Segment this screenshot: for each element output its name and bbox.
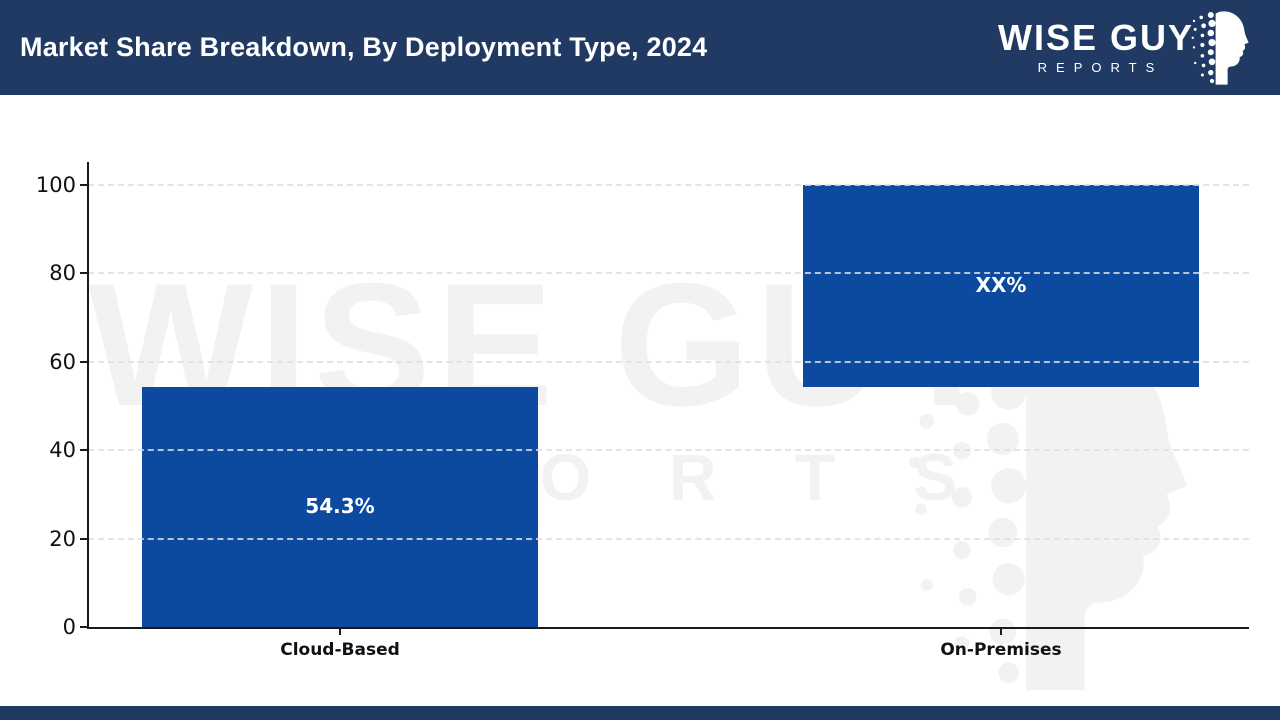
brand-logo: WISE GUY REPORTS: [998, 9, 1254, 87]
gridline-100: [88, 184, 1249, 186]
x-axis-tick-0: [339, 628, 341, 635]
gridline-40: [88, 449, 1249, 452]
y-axis-tick-80: [80, 272, 87, 275]
y-tick-label-80: 80: [49, 261, 76, 286]
y-tick-label-100: 100: [35, 173, 76, 197]
brand-subtitle: REPORTS: [1037, 60, 1164, 75]
brand-logo-text: WISE GUY REPORTS: [997, 17, 1194, 76]
y-axis-tick-0: [80, 626, 87, 628]
header-bar: Market Share Breakdown, By Deployment Ty…: [0, 0, 1280, 95]
y-tick-label-20: 20: [49, 526, 76, 551]
y-axis-tick-40: [80, 449, 87, 452]
gridline-60: [88, 360, 1249, 363]
bar-value-label: XX%: [975, 272, 1027, 297]
y-axis-spine: [87, 162, 89, 629]
bar-on-premises: [803, 185, 1199, 387]
x-tick-label-1: On-Premises: [940, 640, 1062, 660]
footer-bar: [0, 706, 1280, 720]
brand-name: WISE GUY: [997, 17, 1194, 58]
y-tick-label-40: 40: [49, 438, 76, 463]
y-axis-tick-20: [80, 537, 87, 540]
y-tick-label-60: 60: [49, 349, 76, 374]
y-axis-tick-100: [80, 184, 87, 186]
watermark-face-logo: [909, 333, 1187, 691]
brand-face-icon: [1191, 10, 1249, 85]
y-tick-label-0: 0: [62, 615, 76, 639]
gridline-80: [88, 272, 1249, 275]
bar-cloud-based: [142, 386, 538, 627]
y-axis-tick-60: [80, 360, 87, 363]
page-title: Market Share Breakdown, By Deployment Ty…: [20, 32, 708, 62]
x-axis-spine: [87, 627, 1249, 629]
x-axis-tick-1: [1000, 628, 1002, 635]
bar-value-label: 54.3%: [305, 493, 375, 518]
x-tick-label-0: Cloud-Based: [280, 640, 400, 660]
gridline-20: [88, 537, 1249, 540]
